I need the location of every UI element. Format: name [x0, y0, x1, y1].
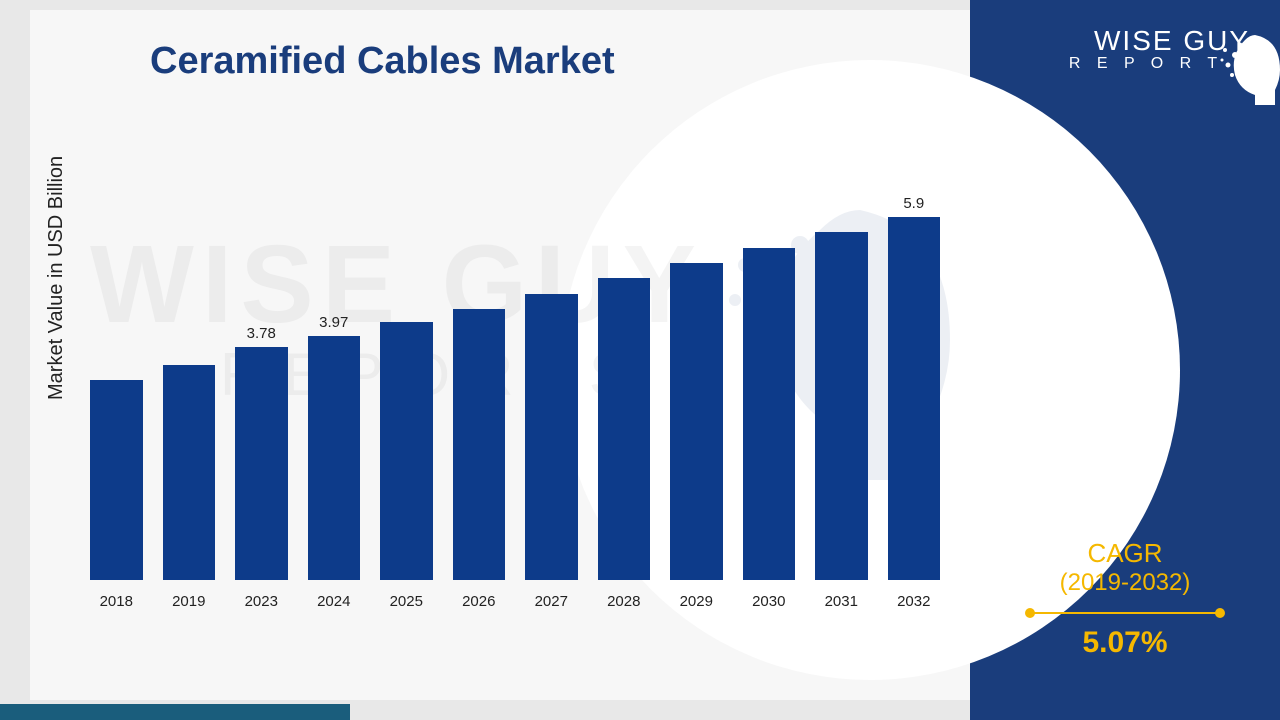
- logo-text-main: WISE GUY: [1069, 25, 1250, 57]
- bottom-accent-bar: [0, 704, 350, 720]
- x-axis-label: 2025: [380, 593, 433, 610]
- x-axis-label: 2027: [525, 593, 578, 610]
- bar-wrap: [380, 322, 433, 580]
- bar-value-label: 3.97: [319, 314, 348, 331]
- bar: [90, 380, 143, 580]
- bar-value-label: 3.78: [247, 325, 276, 342]
- bar-wrap: [453, 309, 506, 580]
- bar: [525, 294, 578, 580]
- x-axis-label: 2031: [815, 593, 868, 610]
- bar: [670, 263, 723, 580]
- bar-wrap: 5.9: [888, 217, 941, 580]
- x-axis-label: 2019: [163, 593, 216, 610]
- x-axis-label: 2018: [90, 593, 143, 610]
- chart-title: Ceramified Cables Market: [150, 40, 615, 83]
- x-axis-label: 2026: [453, 593, 506, 610]
- cagr-period: (2019-2032): [1020, 569, 1230, 597]
- bar: 3.97: [308, 336, 361, 580]
- bar-value-label: 5.9: [903, 195, 924, 212]
- bar-wrap: [90, 380, 143, 580]
- x-axis-label: 2029: [670, 593, 723, 610]
- x-axis-label: 2030: [743, 593, 796, 610]
- bar: [815, 232, 868, 580]
- brand-logo: WISE GUY R E P O R T S: [1069, 25, 1250, 73]
- y-axis-label: Market Value in USD Billion: [45, 156, 68, 400]
- x-axis-label: 2028: [598, 593, 651, 610]
- bar: [380, 322, 433, 580]
- bar-chart: 3.78 3.97 5.9 2018 2019 2023 2024 2025 2026 2027…: [90, 180, 940, 610]
- cagr-block: CAGR (2019-2032) 5.07%: [1020, 538, 1230, 660]
- bar-wrap: 3.78: [235, 347, 288, 580]
- cagr-divider: [1030, 612, 1220, 614]
- x-axis-label: 2024: [308, 593, 361, 610]
- bar: [743, 248, 796, 580]
- bar-wrap: [670, 263, 723, 580]
- bar-wrap: [815, 232, 868, 580]
- bar: [453, 309, 506, 580]
- bar: [163, 365, 216, 580]
- x-axis-label: 2032: [888, 593, 941, 610]
- bar: 5.9: [888, 217, 941, 580]
- bar-wrap: [525, 294, 578, 580]
- bar-wrap: 3.97: [308, 336, 361, 580]
- logo-text-sub: R E P O R T S: [1069, 55, 1250, 73]
- x-axis-label: 2023: [235, 593, 288, 610]
- bar-wrap: [743, 248, 796, 580]
- bar-wrap: [598, 278, 651, 580]
- cagr-label: CAGR: [1020, 538, 1230, 569]
- bar-wrap: [163, 365, 216, 580]
- bars-container: 3.78 3.97 5.9: [90, 180, 940, 580]
- bar: 3.78: [235, 347, 288, 580]
- cagr-value: 5.07%: [1020, 626, 1230, 660]
- x-axis-labels: 2018 2019 2023 2024 2025 2026 2027 2028 2029 2030…: [90, 593, 940, 610]
- bar: [598, 278, 651, 580]
